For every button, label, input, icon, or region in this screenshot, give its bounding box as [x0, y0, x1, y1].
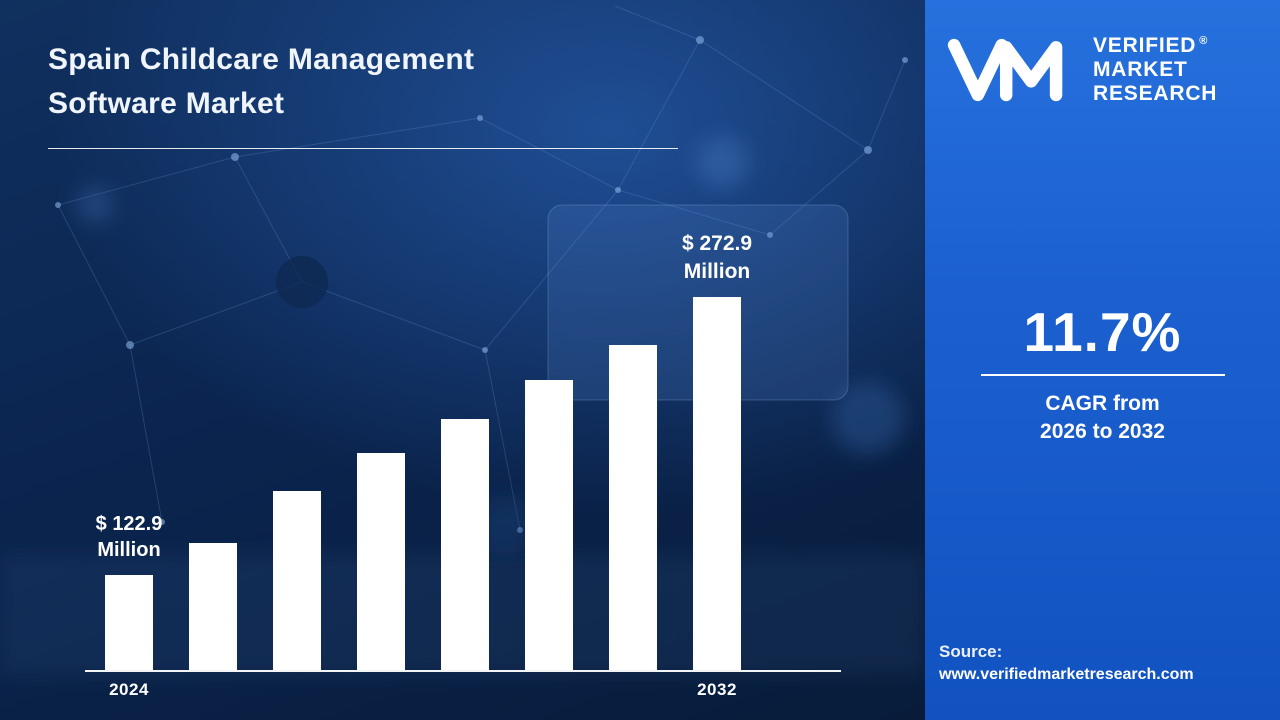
bar [189, 543, 237, 670]
brand-panel: VERIFIED ® MARKET RESEARCH 11.7% CAGR fro… [925, 0, 1280, 720]
value-label-first: $ 122.9 Million [96, 511, 163, 563]
source-label: Source: [939, 642, 1003, 661]
logo-line-research: RESEARCH [1093, 81, 1218, 105]
source-block: Source: www.verifiedmarketresearch.com [939, 642, 1194, 684]
cagr-caption-line-2: 2026 to 2032 [1040, 420, 1165, 444]
bar [273, 491, 321, 670]
bar [357, 452, 405, 670]
cagr-caption: CAGR from 2026 to 2032 [925, 390, 1280, 447]
vmr-logo: VERIFIED ® MARKET RESEARCH [943, 34, 1217, 106]
bars-group [105, 297, 741, 670]
title-underline [48, 148, 678, 149]
value-label-first-amount: $ 122.9 [95, 513, 163, 535]
registered-mark: ® [1199, 35, 1209, 47]
value-label-last: $ 272.9 Million [682, 230, 752, 285]
cagr-underline [980, 374, 1225, 376]
logo-line-market: MARKET [1093, 57, 1188, 81]
bar-chart: $ 122.9 Million $ 272.9 Million 2024 203… [85, 230, 841, 699]
page-title: Spain Childcare Management Software Mark… [48, 38, 474, 125]
chart-section: Spain Childcare Management Software Mark… [0, 0, 925, 720]
title-line-1: Spain Childcare Management [48, 43, 475, 76]
bar [609, 345, 657, 670]
vm-monogram-icon [947, 38, 1063, 102]
cagr-value: 11.7% [1023, 301, 1182, 363]
logo-line-verified: VERIFIED ® [1093, 34, 1209, 57]
bar [105, 575, 153, 670]
value-label-first-unit: Million [97, 539, 161, 561]
value-label-last-unit: Million [683, 259, 751, 283]
cagr-caption-line-1: CAGR from [1045, 392, 1160, 415]
bar [693, 297, 741, 670]
value-label-last-amount: $ 272.9 [681, 232, 753, 256]
bar [525, 380, 573, 670]
title-line-2: Software Market [48, 86, 285, 120]
source-url[interactable]: www.verifiedmarketresearch.com [939, 666, 1194, 683]
bar [441, 419, 489, 670]
logo-wordmark: VERIFIED ® MARKET RESEARCH [1093, 34, 1217, 106]
x-axis-label-last: 2032 [697, 680, 737, 699]
x-axis-label-first: 2024 [109, 680, 149, 699]
